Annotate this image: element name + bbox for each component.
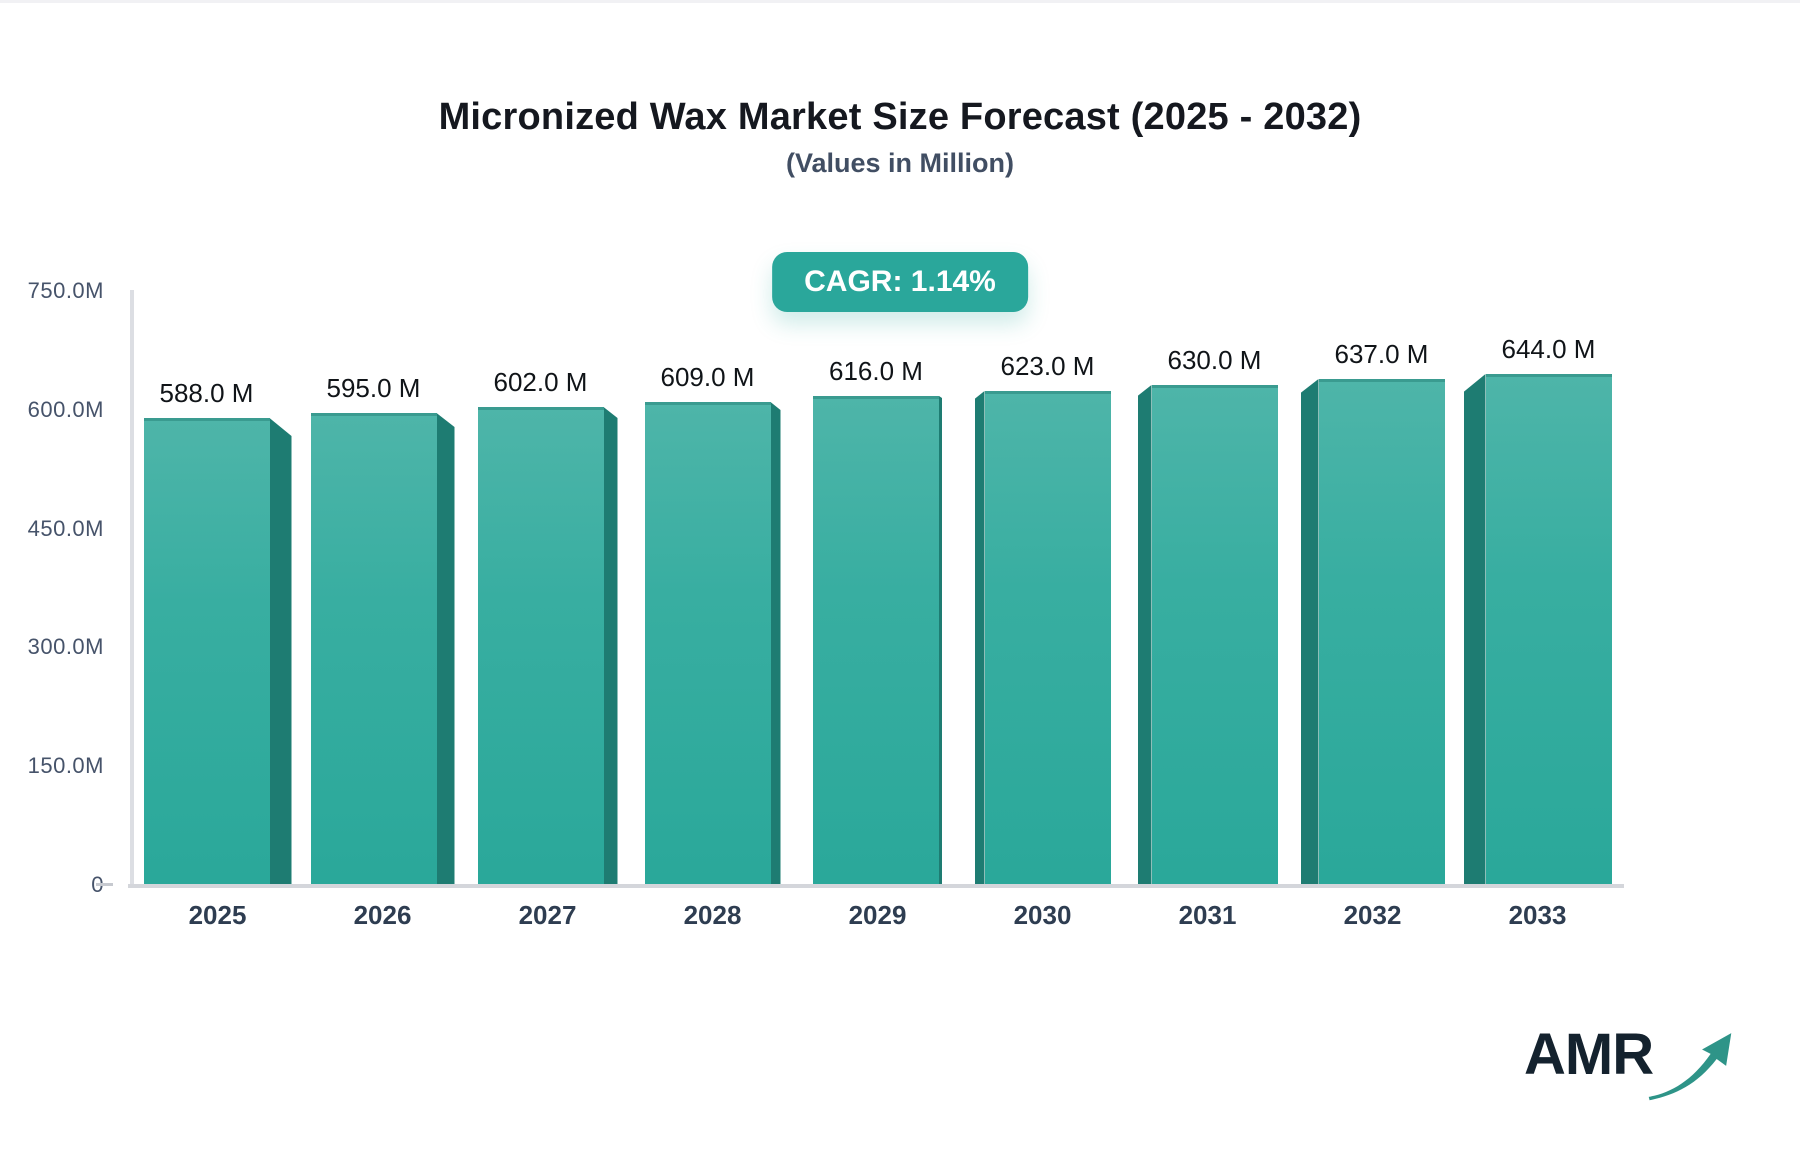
bar-side-face	[436, 413, 455, 888]
bar	[813, 396, 939, 884]
x-tick-label: 2032	[1343, 900, 1402, 930]
amr-logo-text: AMR	[1524, 1022, 1654, 1087]
bar-value-label: 602.0 M	[493, 367, 588, 397]
bar-side-face	[939, 396, 942, 888]
y-tick-label: 750.0M	[27, 278, 104, 303]
top-divider	[0, 0, 1800, 3]
x-tick-label: 2026	[353, 900, 412, 930]
x-tick-label: 2030	[1013, 900, 1072, 930]
x-tick-label: 2031	[1178, 900, 1237, 930]
cagr-badge: CAGR: 1.14%	[772, 252, 1028, 312]
x-tick-label: 2033	[1508, 900, 1567, 930]
y-tick-label: 450.0M	[27, 515, 104, 541]
x-tick-label: 2025	[188, 900, 247, 930]
x-tick-label: 2027	[518, 900, 577, 930]
y-tick-label: 300.0M	[27, 634, 104, 660]
x-tick-label: 2029	[848, 900, 907, 930]
chart-title: Micronized Wax Market Size Forecast (202…	[438, 96, 1362, 138]
bar-value-label: 637.0 M	[1334, 339, 1429, 369]
growth-arrow-icon	[1648, 1033, 1732, 1101]
y-tick-label: 150.0M	[27, 753, 104, 779]
bar-value-label: 630.0 M	[1167, 345, 1262, 375]
bar-side-face	[974, 391, 985, 888]
y-tick-label: 0	[0, 872, 104, 898]
bar-value-label: 609.0 M	[660, 362, 755, 392]
bar-side-face	[770, 402, 781, 888]
x-axis-line	[128, 884, 1624, 888]
bar-side-face	[269, 418, 292, 888]
bar	[1151, 385, 1278, 884]
amr-logo: AMR	[1524, 1026, 1733, 1102]
bar	[1318, 379, 1445, 884]
bar-side-face	[603, 407, 618, 888]
bar-value-label: 616.0 M	[829, 356, 923, 386]
bar-side-face	[1463, 374, 1486, 888]
bar-side-face	[1137, 385, 1152, 888]
bar	[143, 418, 270, 884]
bar	[644, 402, 771, 884]
zero-tick-mark	[96, 883, 113, 886]
bar	[984, 391, 1111, 884]
y-axis-line	[130, 290, 134, 886]
bar-value-label: 623.0 M	[1000, 351, 1095, 381]
bar-side-face	[1300, 379, 1319, 888]
bar-value-label: 588.0 M	[159, 378, 254, 408]
chart-subtitle: (Values in Million)	[785, 148, 1015, 178]
bar-value-label: 595.0 M	[326, 373, 421, 403]
bar	[310, 413, 437, 884]
x-tick-label: 2028	[683, 900, 742, 930]
bar-value-label: 644.0 M	[1501, 334, 1596, 364]
bar	[1485, 374, 1612, 884]
y-tick-label: 600.0M	[27, 396, 104, 422]
cagr-badge-label: CAGR: 1.14%	[804, 265, 996, 298]
bar	[477, 407, 604, 884]
